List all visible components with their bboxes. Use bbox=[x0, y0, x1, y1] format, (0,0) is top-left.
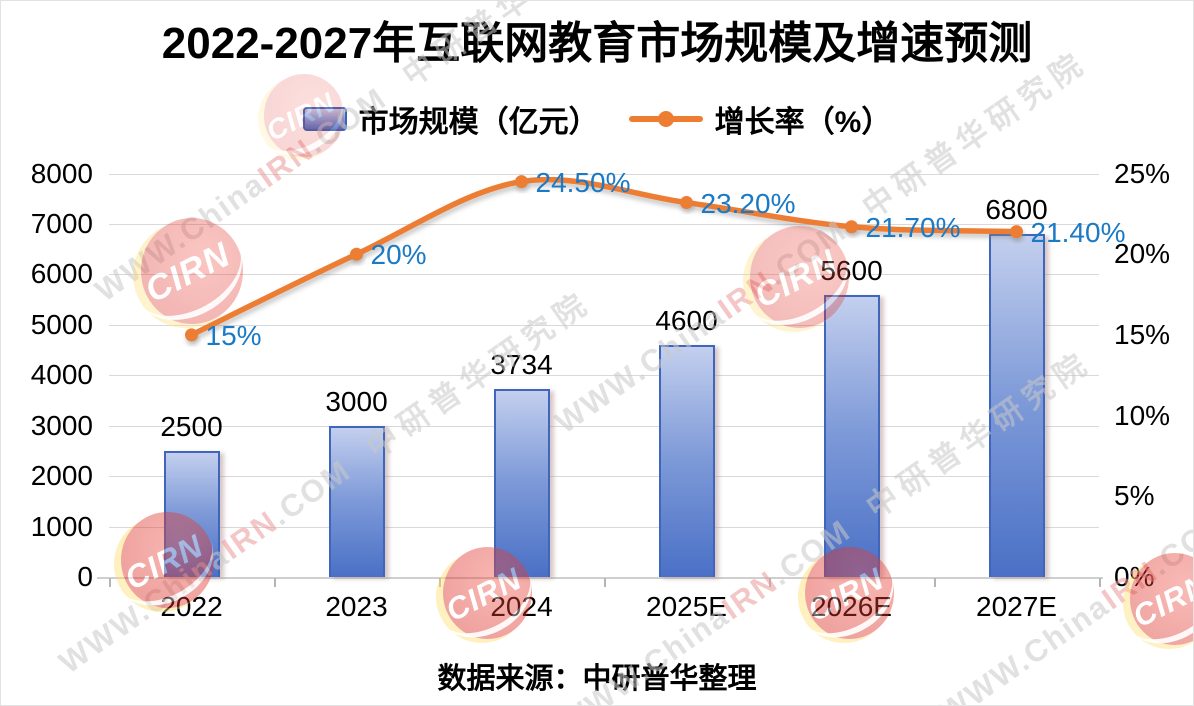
axis-tick bbox=[604, 578, 606, 587]
watermark-cirn-logo: CIRN bbox=[117, 208, 259, 339]
line-value-label: 23.20% bbox=[700, 187, 796, 219]
line-value-label: 21.40% bbox=[1030, 216, 1126, 248]
y-axis-label-right: 15% bbox=[1114, 318, 1171, 350]
line-value-label: 15% bbox=[205, 319, 262, 351]
axis-tick bbox=[769, 578, 771, 587]
legend-line-marker-icon bbox=[657, 111, 674, 127]
bar-value-label: 3734 bbox=[490, 348, 553, 380]
x-axis-label: 2026E bbox=[811, 591, 892, 622]
y-axis-label-left: 2000 bbox=[30, 460, 93, 492]
y-axis-label-left: 4000 bbox=[30, 359, 93, 391]
x-axis-label: 2022 bbox=[160, 591, 223, 622]
bar-value-label: 5600 bbox=[820, 254, 883, 286]
y-axis-label-right: 20% bbox=[1114, 238, 1171, 270]
x-axis-label: 2025E bbox=[646, 591, 727, 622]
logo-text: CIRN bbox=[1127, 566, 1193, 635]
line-marker bbox=[515, 175, 528, 189]
watermark-text: WWW.ChinaIRN.COM中研普华研究院 bbox=[932, 502, 1193, 705]
x-axis-label: 2023 bbox=[325, 591, 388, 622]
gridline bbox=[109, 425, 1099, 427]
y-axis-label-left: 6000 bbox=[30, 258, 93, 290]
gridline bbox=[109, 173, 1099, 175]
bar bbox=[823, 294, 880, 577]
y-axis-label-left: 7000 bbox=[30, 207, 93, 239]
line-value-label: 21.70% bbox=[865, 211, 961, 243]
x-axis-line bbox=[97, 577, 1103, 579]
y-axis-label-right: 25% bbox=[1114, 157, 1171, 189]
y-axis-label-right: 5% bbox=[1114, 480, 1155, 512]
line-marker bbox=[185, 328, 198, 342]
line-marker bbox=[845, 220, 858, 234]
logo-disc-icon bbox=[140, 218, 243, 324]
chart-title: 2022-2027年互联网教育市场规模及增速预测 bbox=[161, 19, 1033, 68]
legend-bar-label: 市场规模（亿元） bbox=[358, 106, 599, 139]
line-marker bbox=[680, 196, 693, 210]
gridline bbox=[109, 476, 1099, 478]
axis-tick bbox=[439, 578, 441, 587]
bar-value-label: 4600 bbox=[655, 304, 718, 336]
source-note: 数据来源：中研普华整理 bbox=[437, 663, 757, 695]
gridline bbox=[109, 526, 1099, 528]
line-value-label: 20% bbox=[370, 239, 427, 271]
y-axis-label-left: 1000 bbox=[30, 510, 93, 542]
axis-tick bbox=[274, 578, 276, 587]
gridline bbox=[109, 274, 1099, 276]
bar bbox=[658, 344, 715, 577]
gridline bbox=[109, 375, 1099, 377]
legend-line-swatch bbox=[628, 111, 703, 127]
bar-value-label: 2500 bbox=[160, 410, 223, 442]
x-axis-label: 2024 bbox=[490, 591, 553, 622]
legend-line-label: 增长率（%） bbox=[714, 106, 892, 139]
legend: 市场规模（亿元） 增长率（%） bbox=[1, 97, 1193, 141]
axis-tick bbox=[109, 578, 111, 587]
legend-bar-swatch bbox=[302, 107, 347, 131]
bar-value-label: 3000 bbox=[325, 385, 388, 417]
line-marker bbox=[350, 247, 363, 261]
y-axis-label-left: 8000 bbox=[30, 157, 93, 189]
axis-tick bbox=[934, 578, 936, 587]
x-axis-label: 2027E bbox=[976, 591, 1057, 622]
y-axis-label-right: 0% bbox=[1114, 561, 1155, 592]
y-axis-label-left: 0 bbox=[77, 561, 93, 592]
y-axis-label-left: 3000 bbox=[30, 409, 93, 441]
bar bbox=[328, 425, 385, 577]
bar bbox=[163, 450, 220, 577]
bar bbox=[493, 388, 550, 577]
y-axis-label-left: 5000 bbox=[30, 308, 93, 340]
growth-line bbox=[188, 176, 1020, 338]
y-axis-label-right: 10% bbox=[1114, 399, 1171, 431]
axis-tick bbox=[1099, 578, 1101, 587]
bar bbox=[988, 234, 1045, 577]
line-value-label: 24.50% bbox=[535, 166, 631, 198]
